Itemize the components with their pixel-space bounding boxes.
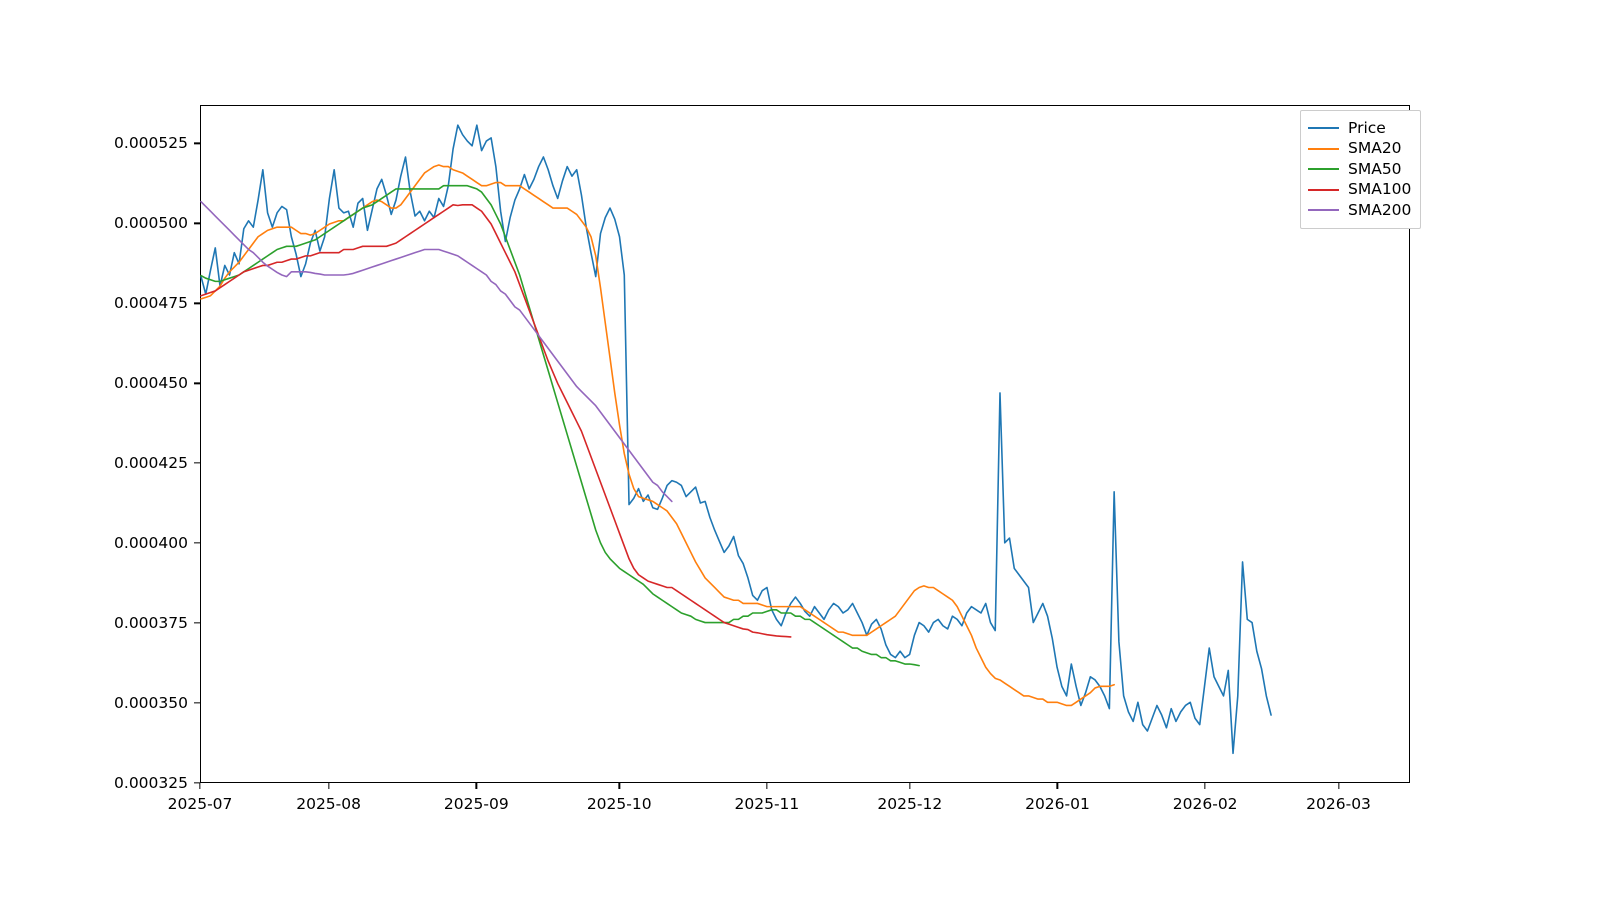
y-tick-label: 0.000375 — [114, 614, 188, 633]
x-tick-label: 2025-11 — [734, 795, 800, 813]
x-tick-mark — [475, 783, 477, 789]
legend-label: SMA20 — [1348, 139, 1402, 157]
series-line-sma20 — [201, 165, 1114, 705]
x-tick-label: 2025-07 — [167, 795, 233, 813]
y-tick-label: 0.000325 — [114, 774, 188, 792]
y-tick-label: 0.000475 — [114, 294, 188, 313]
y-tick-label: 0.000425 — [114, 454, 188, 473]
x-tick-label: 2026-03 — [1306, 795, 1371, 813]
legend-item-price: Price — [1308, 118, 1411, 139]
legend-color-swatch — [1308, 188, 1339, 191]
x-tick-label: 2026-02 — [1172, 795, 1238, 813]
x-tick-mark — [1337, 783, 1340, 789]
chart-legend: Price SMA20 SMA50 SMA100 SMA200 — [1300, 110, 1422, 229]
legend-color-swatch — [1308, 127, 1339, 130]
legend-color-swatch — [1308, 168, 1339, 171]
y-tick-label: 0.000400 — [114, 534, 188, 553]
series-line-sma100 — [201, 205, 791, 637]
x-tick-label: 2025-09 — [443, 795, 509, 813]
plot-area — [200, 105, 1410, 783]
y-tick-label: 0.000350 — [114, 694, 188, 713]
series-line-price — [201, 125, 1271, 753]
legend-label: SMA50 — [1348, 159, 1402, 178]
x-tick-mark — [909, 783, 911, 789]
y-tick-label: 0.000525 — [114, 134, 188, 153]
x-tick-mark — [1056, 783, 1059, 789]
series-lines — [201, 106, 1409, 782]
legend-label: SMA200 — [1348, 200, 1412, 219]
x-tick-label: 2025-10 — [586, 795, 652, 813]
x-tick-mark — [327, 783, 330, 789]
series-line-sma200 — [201, 202, 672, 502]
legend-item-sma200: SMA200 — [1308, 200, 1411, 221]
x-tick-mark — [766, 783, 768, 789]
legend-color-swatch — [1308, 147, 1339, 150]
y-tick-label: 0.000450 — [114, 374, 188, 393]
x-tick-mark — [618, 783, 620, 789]
legend-item-sma50: SMA50 — [1308, 159, 1411, 180]
legend-label: Price — [1348, 118, 1386, 137]
legend-item-sma20: SMA20 — [1308, 139, 1411, 160]
x-tick-label: 2025-08 — [296, 795, 361, 813]
x-tick-mark — [199, 783, 201, 789]
legend-label: SMA100 — [1348, 180, 1412, 198]
x-tick-mark — [1204, 783, 1206, 789]
x-tick-label: 2026-01 — [1025, 795, 1090, 813]
legend-color-swatch — [1308, 209, 1339, 212]
series-line-sma50 — [201, 186, 919, 666]
x-tick-label: 2025-12 — [877, 795, 943, 813]
legend-item-sma100: SMA100 — [1308, 180, 1411, 201]
y-tick-label: 0.000500 — [114, 214, 188, 233]
